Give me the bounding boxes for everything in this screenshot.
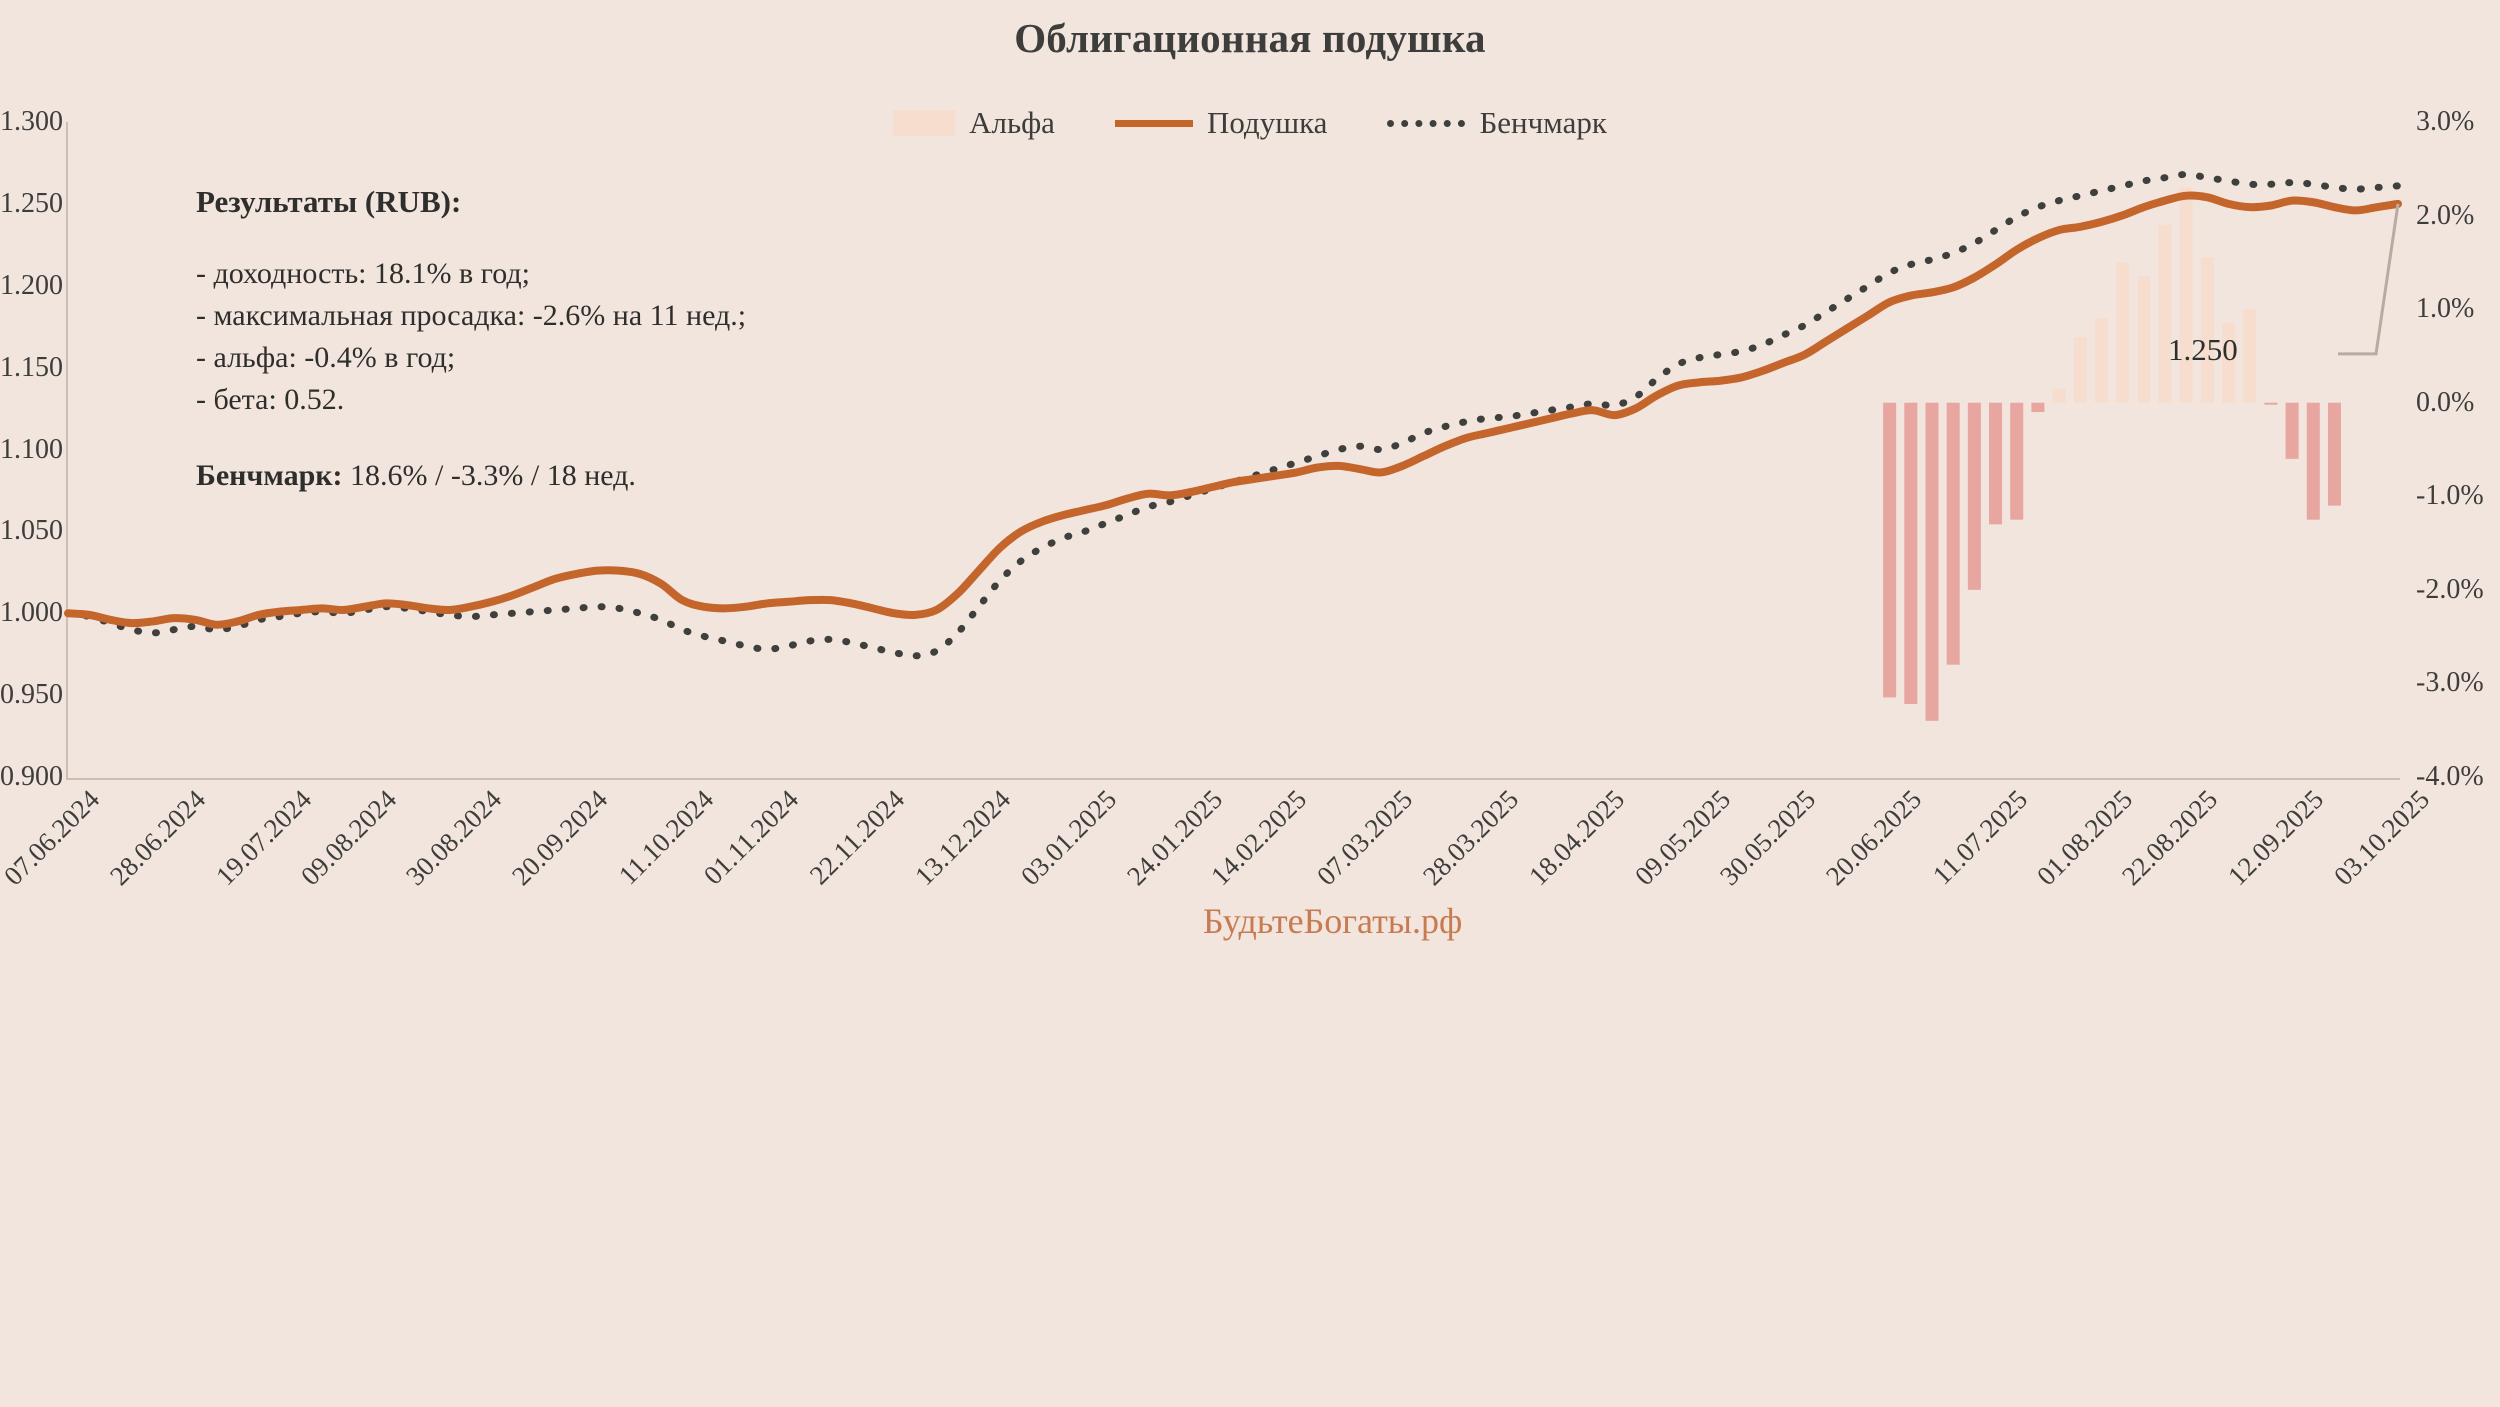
alpha-bar xyxy=(2306,402,2320,520)
y-right-tick: -3.0% xyxy=(2416,667,2484,699)
x-axis-tick-label: 28.03.2025 xyxy=(1417,784,1525,892)
alpha-bar xyxy=(2158,224,2172,403)
y-axis-line xyxy=(66,122,68,779)
y-left-tick: 1.050 xyxy=(0,515,63,547)
alpha-bar xyxy=(1904,402,1918,705)
x-axis-tick-label: 30.08.2024 xyxy=(400,784,508,892)
alpha-bar xyxy=(2094,318,2108,403)
y-right-tick: -4.0% xyxy=(2416,761,2484,792)
alpha-bar xyxy=(1883,402,1897,698)
alpha-bar xyxy=(1967,402,1981,590)
x-axis-tick-label: 03.01.2025 xyxy=(1014,784,1122,892)
results-line-alpha: - альфа: -0.4% в год; xyxy=(196,341,456,374)
legend-item-alpha[interactable]: Альфа xyxy=(893,105,1055,141)
page-title: Облигационная подушка xyxy=(1014,15,1486,61)
benchmark-label: Бенчмарк: xyxy=(196,459,343,492)
alpha-bar xyxy=(2264,402,2278,405)
series-canvas xyxy=(64,170,2402,721)
benchmark-value: 18.6% / -3.3% / 18 нед. xyxy=(350,459,636,492)
y-axis-right: -4.0% -3.0% -2.0% -1.0% 0.0% 1.0% 2.0% 3.0% xyxy=(2404,106,2500,792)
alpha-bar xyxy=(2222,323,2236,403)
results-line-yield: - доходность: 18.1% в год; xyxy=(196,257,530,290)
results-line-drawdown: - максимальная просадка: -2.6% на 11 нед… xyxy=(196,299,747,332)
alpha-bar xyxy=(1946,402,1960,665)
portfolio-line xyxy=(64,191,2402,629)
y-left-tick: 0.900 xyxy=(0,761,63,792)
alpha-bar xyxy=(2327,402,2341,506)
chart-legend: Альфа Подушка Бенчмарк xyxy=(0,105,2500,141)
alpha-bar xyxy=(2010,402,2024,520)
x-axis-tick-label: 13.12.2024 xyxy=(908,784,1017,892)
alpha-bar xyxy=(1989,402,2003,525)
y-right-tick: 1.0% xyxy=(2416,293,2475,325)
x-axis-labels: 07.06.2024 28.06.2024 19.07.2024 09.08.2024… xyxy=(0,784,2435,984)
y-right-tick: 2.0% xyxy=(2416,199,2475,231)
alpha-bar xyxy=(2052,388,2066,403)
y-left-tick: 1.000 xyxy=(0,597,63,629)
legend-item-portfolio[interactable]: Подушка xyxy=(1114,105,1328,141)
y-left-tick: 1.250 xyxy=(0,187,63,219)
y-right-tick: -1.0% xyxy=(2416,480,2484,512)
benchmark-line xyxy=(64,170,2402,660)
x-axis-tick-label: 07.06.2024 xyxy=(0,784,106,892)
x-axis-tick-label: 12.09.2025 xyxy=(2222,784,2330,892)
end-value-callout: 1.250 xyxy=(2168,331,2238,367)
results-panel: Результаты (RUB): - доходность: 18.1% в … xyxy=(196,186,956,491)
watermark: БудьтеБогаты.рф xyxy=(1203,901,1463,941)
alpha-bar xyxy=(2179,187,2193,403)
x-axis-tick-label: 20.09.2024 xyxy=(506,784,614,892)
alpha-bar xyxy=(2031,402,2045,413)
bar-swatch-icon xyxy=(893,110,956,136)
alpha-bar xyxy=(2116,262,2130,403)
y-right-tick: -2.0% xyxy=(2416,573,2484,605)
legend-label-benchmark: Бенчмарк xyxy=(1479,105,1607,140)
alpha-bar xyxy=(2073,337,2087,403)
y-left-tick: 1.100 xyxy=(0,433,63,465)
plot-area xyxy=(64,122,2402,777)
alpha-bar xyxy=(2243,309,2257,403)
legend-label-portfolio: Подушка xyxy=(1206,105,1328,140)
y-right-tick: 3.0% xyxy=(2416,106,2475,137)
y-left-tick: 1.150 xyxy=(0,351,63,383)
legend-item-benchmark[interactable]: Бенчмарк xyxy=(1387,105,1607,141)
alpha-bar xyxy=(1925,402,1939,721)
x-axis-tick-label: 22.11.2024 xyxy=(803,784,911,891)
y-right-tick: 0.0% xyxy=(2416,386,2475,418)
x-axis-tick-label: 11.07.2025 xyxy=(1926,784,2033,891)
results-line-beta: - бета: 0.52. xyxy=(196,383,345,416)
solid-line-icon xyxy=(1114,119,1193,127)
benchmark-summary: Бенчмарк: 18.6% / -3.3% / 18 нед. xyxy=(196,461,956,491)
y-left-tick: 1.200 xyxy=(0,269,63,301)
x-axis-tick-label: 03.10.2025 xyxy=(2328,784,2436,892)
callout-leader-line xyxy=(2338,203,2400,356)
x-axis-line xyxy=(66,778,2400,780)
y-axis-left: 0.900 0.950 1.000 1.050 1.100 1.150 1.200 1.250… xyxy=(0,106,63,792)
y-left-tick: 0.950 xyxy=(0,679,63,711)
alpha-bar xyxy=(2200,257,2214,403)
x-axis-tick-label: 28.06.2024 xyxy=(103,784,212,892)
x-axis-tick-label: 20.06.2025 xyxy=(1819,784,1927,892)
legend-label-alpha: Альфа xyxy=(969,105,1055,140)
x-axis-tick-label: 18.04.2025 xyxy=(1523,784,1631,892)
x-axis-tick-label: 07.03.2025 xyxy=(1311,784,1419,892)
y-left-tick: 1.300 xyxy=(0,106,63,137)
dotted-line-icon xyxy=(1387,119,1466,127)
alpha-bar xyxy=(2285,402,2299,459)
alpha-bar xyxy=(2137,276,2151,403)
results-heading: Результаты (RUB): xyxy=(196,184,462,219)
